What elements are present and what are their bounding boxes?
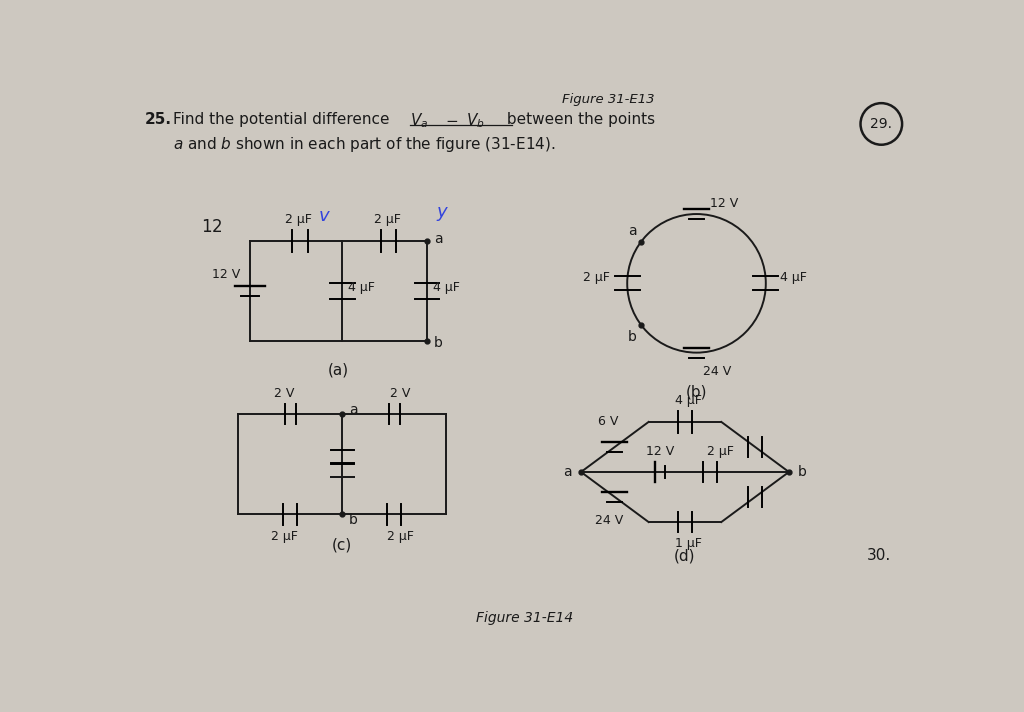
- Text: $\mathit{y}$: $\mathit{y}$: [436, 205, 450, 223]
- Text: 12 V: 12 V: [646, 445, 675, 458]
- Text: a: a: [434, 231, 442, 246]
- Text: $a$ and $b$ shown in each part of the figure (31-E14).: $a$ and $b$ shown in each part of the fi…: [173, 135, 556, 154]
- Text: 2 μF: 2 μF: [584, 271, 610, 283]
- Text: between the points: between the points: [502, 112, 654, 127]
- Text: b: b: [628, 330, 637, 345]
- Text: 2 μF: 2 μF: [707, 445, 733, 458]
- Text: 24 V: 24 V: [702, 365, 731, 377]
- Text: 12 V: 12 V: [711, 197, 738, 210]
- Text: $\mathit{v}$: $\mathit{v}$: [318, 207, 331, 225]
- Text: Figure 31-E13: Figure 31-E13: [562, 93, 654, 106]
- Text: 25.: 25.: [144, 112, 171, 127]
- Text: b: b: [798, 465, 807, 479]
- Text: (c): (c): [332, 538, 352, 553]
- Text: Find the potential difference: Find the potential difference: [173, 112, 394, 127]
- Text: 4 μF: 4 μF: [676, 394, 702, 407]
- Text: 30.: 30.: [867, 548, 891, 562]
- Text: 2 μF: 2 μF: [285, 213, 312, 226]
- Text: 6 V: 6 V: [598, 414, 618, 428]
- Text: 24 V: 24 V: [595, 514, 623, 527]
- Text: (d): (d): [674, 549, 695, 564]
- Text: 29.: 29.: [870, 117, 892, 131]
- Text: 4 μF: 4 μF: [348, 281, 376, 293]
- Text: $V_a$: $V_a$: [410, 112, 428, 130]
- Text: 4 μF: 4 μF: [433, 281, 460, 293]
- Text: 12 V: 12 V: [212, 268, 241, 281]
- Text: b: b: [349, 513, 358, 528]
- Text: 2 μF: 2 μF: [374, 213, 400, 226]
- Text: (b): (b): [686, 385, 708, 400]
- Text: $\mathit{12}$: $\mathit{12}$: [201, 218, 222, 236]
- Text: $-$: $-$: [444, 112, 458, 127]
- Text: 1 μF: 1 μF: [676, 538, 702, 550]
- Text: a: a: [349, 402, 357, 417]
- Text: Figure 31-E14: Figure 31-E14: [476, 612, 573, 625]
- Text: $V_b$: $V_b$: [466, 112, 484, 130]
- Text: a: a: [628, 224, 637, 238]
- Text: 2 V: 2 V: [390, 387, 411, 400]
- Text: 2 V: 2 V: [274, 387, 294, 400]
- Text: (a): (a): [328, 362, 349, 377]
- Text: 2 μF: 2 μF: [270, 530, 298, 543]
- Text: 4 μF: 4 μF: [779, 271, 807, 283]
- Text: b: b: [434, 335, 442, 350]
- Text: a: a: [563, 465, 571, 479]
- Text: 2 μF: 2 μF: [387, 530, 414, 543]
